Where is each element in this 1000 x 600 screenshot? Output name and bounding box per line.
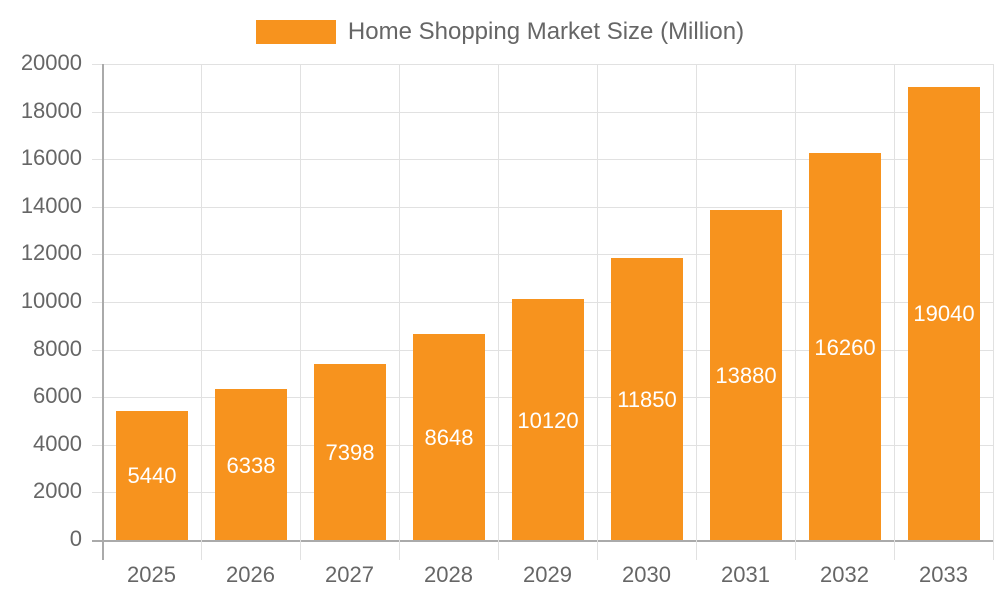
legend-swatch bbox=[255, 20, 336, 44]
y-tick-label: 16000 bbox=[20, 145, 82, 171]
bar-2028[interactable] bbox=[413, 334, 485, 540]
bar-value-label: 6338 bbox=[226, 452, 276, 478]
bar-2027[interactable] bbox=[314, 363, 386, 540]
x-tick-label: 2028 bbox=[424, 562, 473, 587]
y-tick-label: 4000 bbox=[33, 430, 82, 456]
bar-value-label: 7398 bbox=[325, 439, 375, 465]
gridline-vertical bbox=[498, 64, 499, 560]
gridline-vertical bbox=[993, 64, 994, 560]
bar-value-label: 8648 bbox=[424, 425, 474, 451]
y-axis-line bbox=[102, 64, 104, 560]
legend-label: Home Shopping Market Size (Million) bbox=[347, 18, 745, 45]
y-tick-label: 10000 bbox=[20, 288, 82, 313]
bar-value-label: 13880 bbox=[715, 362, 777, 388]
gridline-horizontal bbox=[92, 111, 993, 113]
x-tick-label: 2029 bbox=[523, 562, 572, 587]
gridline-vertical bbox=[894, 64, 895, 560]
y-tick-label: 14000 bbox=[20, 192, 82, 218]
bar-2030[interactable] bbox=[611, 257, 683, 540]
gridline-vertical bbox=[399, 64, 400, 560]
x-tick-label: 2032 bbox=[820, 562, 869, 587]
gridline-horizontal bbox=[92, 254, 993, 256]
y-tick-label: 0 bbox=[69, 526, 82, 551]
bar-2025[interactable] bbox=[116, 410, 188, 540]
bar-2031[interactable] bbox=[710, 209, 782, 540]
legend[interactable]: Home Shopping Market Size (Million) bbox=[0, 18, 1000, 46]
gridline-horizontal bbox=[92, 159, 993, 161]
gridline-vertical bbox=[696, 64, 697, 560]
gridline-horizontal bbox=[92, 206, 993, 208]
gridline-horizontal bbox=[92, 64, 993, 65]
y-tick-label: 6000 bbox=[33, 383, 82, 409]
gridline-horizontal bbox=[92, 540, 993, 542]
bar-2032[interactable] bbox=[809, 153, 881, 540]
x-tick-label: 2033 bbox=[919, 562, 968, 587]
gridline-vertical bbox=[795, 64, 796, 560]
bar-value-label: 16260 bbox=[814, 334, 876, 360]
y-tick-label: 18000 bbox=[20, 97, 82, 123]
y-tick-label: 12000 bbox=[20, 240, 82, 266]
bar-2033[interactable] bbox=[908, 86, 980, 540]
x-tick-label: 2030 bbox=[622, 562, 671, 587]
x-tick-label: 2025 bbox=[127, 562, 176, 587]
y-tick-label: 8000 bbox=[33, 335, 82, 361]
x-tick-label: 2026 bbox=[226, 562, 275, 587]
y-tick-label: 20000 bbox=[20, 50, 82, 75]
bar-2026[interactable] bbox=[215, 389, 287, 540]
gridline-vertical bbox=[201, 64, 202, 560]
bar-value-label: 5440 bbox=[127, 463, 177, 489]
x-tick-label: 2031 bbox=[721, 562, 770, 587]
bar-value-label: 19040 bbox=[913, 301, 975, 327]
y-tick-label: 2000 bbox=[33, 478, 82, 504]
gridline-vertical bbox=[597, 64, 598, 560]
bar-value-label: 11850 bbox=[617, 386, 677, 412]
bar-2029[interactable] bbox=[512, 299, 584, 540]
x-tick-label: 2027 bbox=[325, 562, 374, 587]
gridline-vertical bbox=[300, 64, 301, 560]
bar-value-label: 10120 bbox=[517, 407, 579, 433]
